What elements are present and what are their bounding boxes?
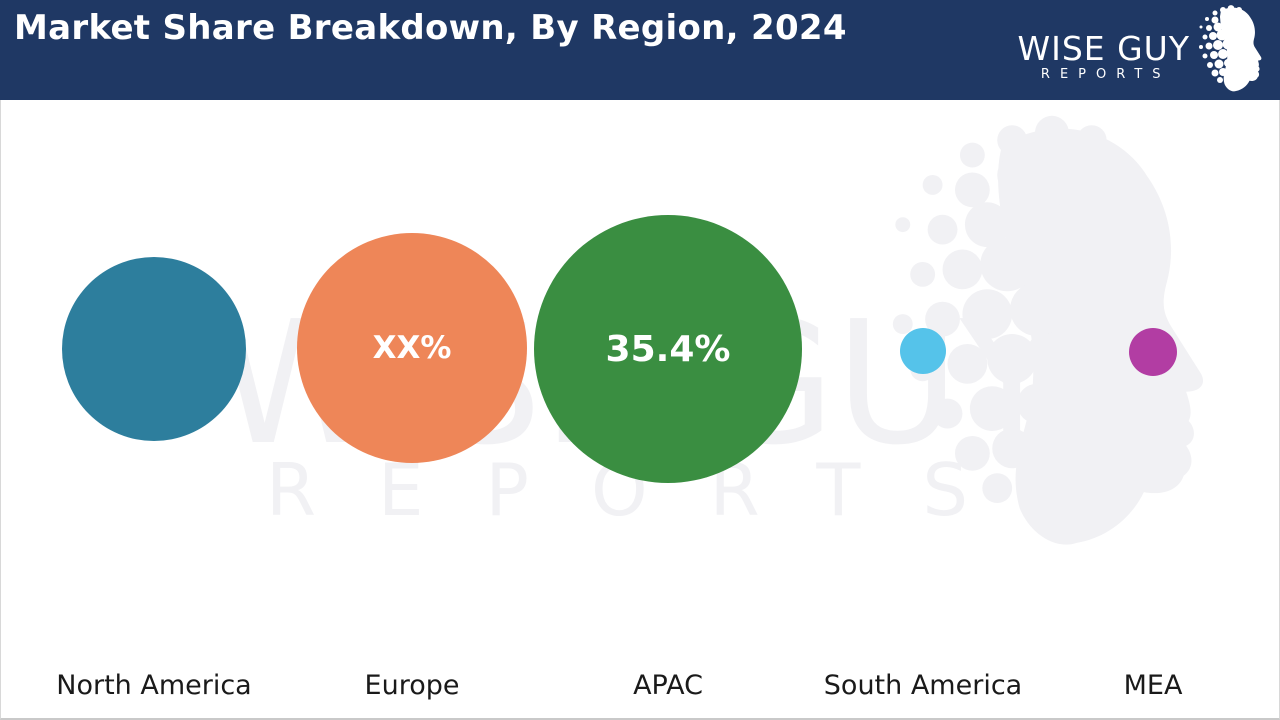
logo-wordmark: WISE GUY <box>1017 28 1190 68</box>
category-label-apac: APAC <box>633 670 703 701</box>
bubble-apac: 35.4% <box>534 215 802 483</box>
bubble-north-america <box>62 257 246 441</box>
bubble-mea <box>1129 328 1177 376</box>
chart-area: WISE GUY REPORTS North AmericaXX%Europe3… <box>0 100 1280 720</box>
bubble-europe: XX% <box>297 233 527 463</box>
wise-guy-reports-logo: WISE GUY REPORTS <box>1017 5 1264 95</box>
page-title: Market Share Breakdown, By Region, 2024 <box>14 8 847 48</box>
logo-text-block: WISE GUY REPORTS <box>1017 28 1190 83</box>
bubble-chart: North America XX% Europe 35.4% APAC South Ame… <box>1 100 1279 718</box>
head-profile-logo-icon <box>1192 5 1264 95</box>
bubble-south-america <box>900 328 946 374</box>
header-bar: Market Share Breakdown, By Region, 2024 … <box>0 0 1280 100</box>
category-label-north-america: North America <box>56 670 252 701</box>
category-label-south-america: South America <box>823 670 1023 701</box>
category-label-mea: MEA <box>1123 670 1183 701</box>
bubble-value-label: 35.4% <box>605 328 731 370</box>
bubble-value-label: XX% <box>372 330 452 366</box>
logo-tagline: REPORTS <box>1040 67 1171 83</box>
category-label-europe: Europe <box>364 670 460 701</box>
